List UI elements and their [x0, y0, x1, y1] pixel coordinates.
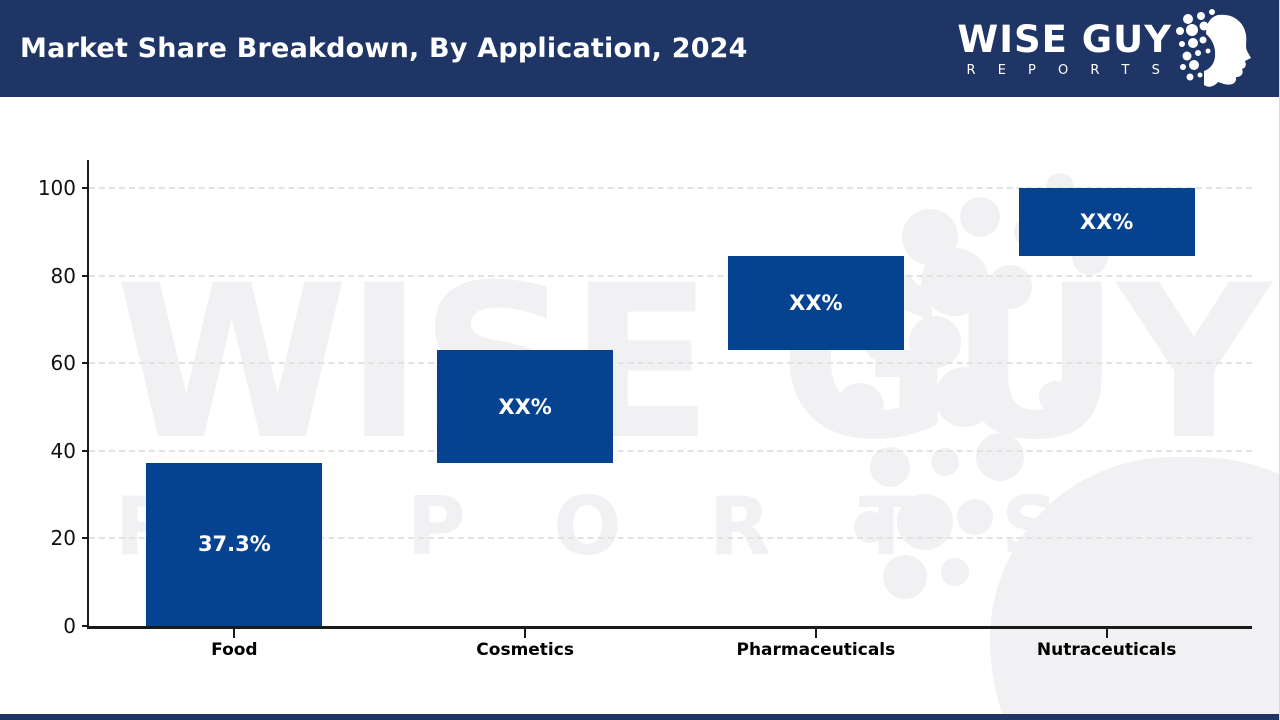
gridline-100 — [89, 187, 1252, 189]
page-title: Market Share Breakdown, By Application, … — [20, 33, 748, 64]
y-tick-mark — [82, 274, 89, 277]
gridline-80 — [89, 274, 1252, 277]
y-tick-mark — [82, 537, 89, 540]
bar-pharmaceuticals: XX% — [727, 255, 904, 351]
bar-value-label: XX% — [1079, 209, 1134, 234]
x-tick-mark — [524, 629, 527, 638]
x-tick-mark — [1105, 629, 1108, 638]
y-tick-mark — [82, 625, 89, 627]
y-tick-label: 80 — [50, 263, 76, 288]
header-bar: Market Share Breakdown, By Application, … — [0, 0, 1279, 97]
dotted-face-icon — [1176, 8, 1251, 87]
y-tick-mark — [82, 187, 89, 189]
y-tick-label: 100 — [37, 176, 76, 200]
bar-value-label: XX% — [789, 291, 843, 316]
x-tick-label: Cosmetics — [476, 640, 574, 660]
y-tick-mark — [82, 362, 89, 365]
x-tick-mark — [233, 629, 236, 638]
x-tick-label: Nutraceuticals — [1036, 640, 1177, 660]
gridline-40 — [89, 449, 1252, 452]
bar-cosmetics: XX% — [437, 350, 614, 463]
bar-nutraceuticals: XX% — [1018, 188, 1195, 256]
y-tick-mark — [82, 449, 89, 452]
bar-value-label: XX% — [498, 394, 552, 419]
y-tick-label: 40 — [50, 438, 76, 463]
bar-value-label: 37.3% — [197, 532, 271, 557]
gridline-60 — [89, 362, 1252, 365]
logo-text: WISE GUY R E P O R T S — [957, 21, 1172, 77]
footer-accent-strip — [0, 714, 1279, 720]
bar-food: 37.3% — [146, 462, 323, 626]
content-frame — [0, 97, 1279, 716]
y-tick-label: 60 — [50, 351, 76, 376]
x-tick-label: Pharmaceuticals — [736, 640, 896, 660]
x-tick-label: Food — [211, 640, 258, 660]
logo-wordmark: WISE GUY — [957, 17, 1172, 61]
logo-subtitle: R E P O R T S — [966, 62, 1169, 78]
wise-guy-reports-logo: WISE GUY R E P O R T S — [957, 8, 1279, 89]
x-tick-mark — [814, 629, 817, 638]
y-tick-label: 20 — [50, 526, 76, 551]
x-axis — [87, 626, 1252, 629]
y-tick-label: 0 — [63, 614, 76, 638]
y-axis — [87, 160, 89, 626]
gridline-20 — [89, 537, 1252, 540]
